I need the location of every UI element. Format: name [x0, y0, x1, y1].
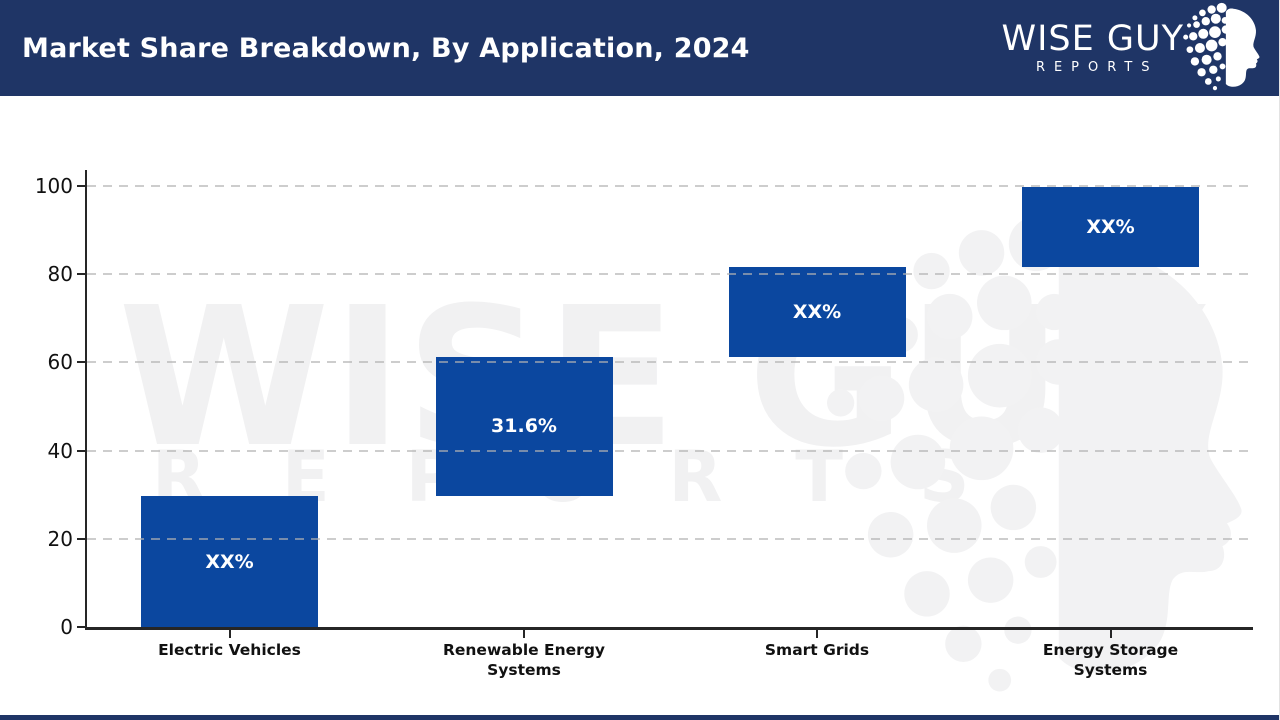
- bar-smart-grids: XX%: [728, 266, 906, 357]
- x-tick-mark: [523, 630, 525, 638]
- y-tick-label: 60: [47, 350, 73, 375]
- x-category-label: Electric Vehicles: [158, 641, 301, 659]
- gridline-80: [87, 273, 1253, 276]
- header-bar: Market Share Breakdown, By Application, …: [0, 0, 1279, 96]
- gridline-100: [87, 185, 1253, 187]
- x-tick-mark: [1109, 630, 1112, 638]
- y-tick-mark: [77, 185, 85, 187]
- gridline-60: [87, 361, 1253, 364]
- y-tick-label: 20: [47, 526, 73, 551]
- bar-renewable-energy-systems: 31.6%: [435, 356, 613, 496]
- wise-guy-logo: WISE GUY REPORTS: [1001, 2, 1266, 94]
- bar-value-label: XX%: [205, 550, 254, 573]
- y-tick-mark: [77, 449, 85, 452]
- bar-value-label: XX%: [1086, 215, 1135, 238]
- bar-electric-vehicles: XX%: [141, 496, 318, 627]
- x-tick-mark: [816, 630, 818, 638]
- y-tick-mark: [77, 273, 85, 276]
- y-tick-label: 0: [60, 615, 73, 639]
- x-axis-line: [85, 627, 1253, 630]
- footer-accent-bar: [0, 715, 1279, 720]
- y-tick-mark: [77, 626, 85, 628]
- y-tick-label: 100: [34, 174, 73, 198]
- gridline-20: [87, 537, 1253, 540]
- x-tick-mark: [228, 630, 231, 638]
- x-category-label: Smart Grids: [764, 641, 870, 659]
- bar-value-label: XX%: [792, 300, 842, 323]
- y-tick-label: 80: [47, 262, 73, 287]
- logo-wordmark: WISE GUY: [1001, 18, 1184, 59]
- gridline-40: [87, 449, 1253, 452]
- logo-text: WISE GUY REPORTS: [1001, 18, 1184, 75]
- watermark-head-icon: [827, 216, 1242, 692]
- y-axis-line: [85, 170, 87, 630]
- y-tick-mark: [77, 361, 85, 364]
- x-category-label: Energy Storage Systems: [1042, 641, 1179, 680]
- bar-energy-storage-systems: XX%: [1022, 186, 1199, 267]
- x-category-label: Renewable Energy Systems: [442, 641, 606, 680]
- y-tick-mark: [77, 537, 85, 540]
- logo-subtitle: REPORTS: [1035, 59, 1159, 75]
- bar-value-label: 31.6%: [491, 415, 557, 438]
- dotted-head-icon: [1183, 2, 1260, 91]
- page-title: Market Share Breakdown, By Application, …: [22, 32, 750, 64]
- y-tick-label: 40: [47, 438, 73, 463]
